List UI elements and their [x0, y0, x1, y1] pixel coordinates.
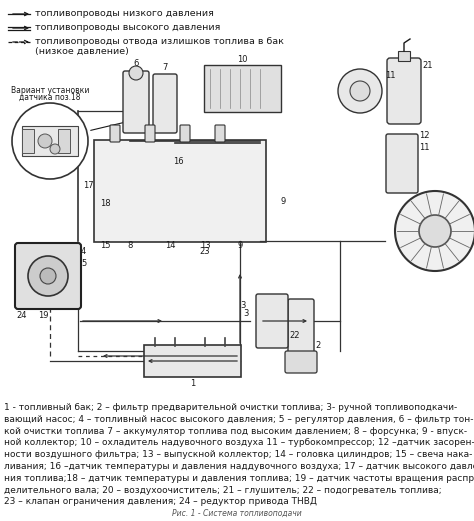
FancyBboxPatch shape: [288, 299, 314, 358]
Text: ности воздушного фильтра; 13 – выпускной коллектор; 14 – головка цилиндров; 15 –: ности воздушного фильтра; 13 – выпускной…: [4, 450, 473, 459]
Bar: [0, 75, 474, 390]
Text: 8: 8: [128, 242, 133, 251]
Text: 16: 16: [173, 156, 183, 166]
Text: 1 - топливный бак; 2 – фильтр предварительной очистки топлива; 3- ручной топливо: 1 - топливный бак; 2 – фильтр предварите…: [4, 403, 457, 412]
Text: топливопроводы низкого давления: топливопроводы низкого давления: [35, 9, 214, 19]
Text: 18: 18: [100, 199, 110, 207]
FancyBboxPatch shape: [386, 134, 418, 193]
Text: 13: 13: [200, 242, 210, 251]
Text: 2: 2: [315, 341, 320, 351]
FancyBboxPatch shape: [144, 345, 241, 377]
FancyBboxPatch shape: [398, 51, 410, 61]
FancyBboxPatch shape: [180, 125, 190, 142]
Circle shape: [28, 256, 68, 296]
Text: Рис. 1 - Система топливоподачи: Рис. 1 - Система топливоподачи: [172, 509, 302, 518]
Text: 24: 24: [16, 312, 27, 320]
Text: 9: 9: [281, 196, 286, 205]
FancyBboxPatch shape: [22, 126, 78, 156]
Text: ния топлива;18 – датчик температуры и давления топлива; 19 – датчик частоты вращ: ния топлива;18 – датчик температуры и да…: [4, 474, 474, 483]
Text: 4: 4: [81, 246, 86, 255]
FancyBboxPatch shape: [58, 129, 70, 153]
Text: 19: 19: [38, 312, 48, 320]
Text: делительного вала; 20 – воздухоочиститель; 21 – глушитель; 22 – подогреватель то: делительного вала; 20 – воздухоочистител…: [4, 486, 442, 494]
Circle shape: [129, 66, 143, 80]
Text: 11: 11: [385, 71, 395, 81]
Text: вающий насос; 4 – топливный насос высокого давления; 5 – регулятор давления, 6 –: вающий насос; 4 – топливный насос высоко…: [4, 415, 474, 424]
FancyBboxPatch shape: [22, 129, 34, 153]
FancyBboxPatch shape: [123, 71, 149, 133]
Text: 21: 21: [422, 61, 432, 70]
Text: 11: 11: [419, 143, 429, 153]
Text: 14: 14: [165, 242, 175, 251]
Circle shape: [50, 144, 60, 154]
FancyBboxPatch shape: [145, 125, 155, 142]
Text: ной коллектор; 10 – охладитель надувочного воздуха 11 – турбокомпрессор; 12 –дат: ной коллектор; 10 – охладитель надувочно…: [4, 438, 474, 448]
Text: 17: 17: [82, 181, 93, 191]
FancyBboxPatch shape: [256, 294, 288, 348]
Circle shape: [38, 134, 52, 148]
Text: ливания; 16 –датчик температуры и давления наддувочного воздуха; 17 – датчик выс: ливания; 16 –датчик температуры и давлен…: [4, 462, 474, 471]
Circle shape: [40, 268, 56, 284]
Text: 5: 5: [81, 258, 86, 267]
FancyBboxPatch shape: [204, 65, 281, 112]
Text: 15: 15: [100, 242, 110, 251]
Text: 23 – клапан ограничения давления; 24 – редуктор привода ТНВД: 23 – клапан ограничения давления; 24 – р…: [4, 498, 317, 506]
Circle shape: [338, 69, 382, 113]
Text: 3: 3: [243, 309, 249, 318]
Text: 22: 22: [289, 331, 300, 341]
Text: топливопроводы отвода излишков топлива в бак: топливопроводы отвода излишков топлива в…: [35, 38, 284, 46]
Text: 9: 9: [237, 242, 243, 251]
FancyBboxPatch shape: [387, 58, 421, 124]
Circle shape: [395, 191, 474, 271]
Text: 6: 6: [133, 59, 139, 68]
Text: (низкое давление): (низкое давление): [35, 46, 129, 56]
Text: 10: 10: [237, 55, 248, 64]
Circle shape: [12, 103, 88, 179]
Text: 7: 7: [162, 63, 168, 71]
Text: топливопроводы высокого давления: топливопроводы высокого давления: [35, 23, 220, 32]
FancyBboxPatch shape: [153, 74, 177, 133]
Circle shape: [350, 81, 370, 101]
FancyBboxPatch shape: [215, 125, 225, 142]
FancyBboxPatch shape: [94, 140, 266, 242]
Text: 3: 3: [240, 302, 246, 311]
Circle shape: [419, 215, 451, 247]
Text: 1: 1: [190, 379, 195, 389]
FancyBboxPatch shape: [285, 351, 317, 373]
FancyBboxPatch shape: [110, 125, 120, 142]
FancyBboxPatch shape: [15, 243, 81, 309]
Text: Вариант установки: Вариант установки: [11, 86, 89, 95]
Text: 12: 12: [419, 131, 429, 141]
Text: кой очистки топлива 7 – аккумулятор топлива под высоким давлением; 8 – форсунка;: кой очистки топлива 7 – аккумулятор топл…: [4, 427, 467, 436]
Text: 23: 23: [200, 246, 210, 255]
Text: датчика поз.18: датчика поз.18: [19, 93, 81, 102]
